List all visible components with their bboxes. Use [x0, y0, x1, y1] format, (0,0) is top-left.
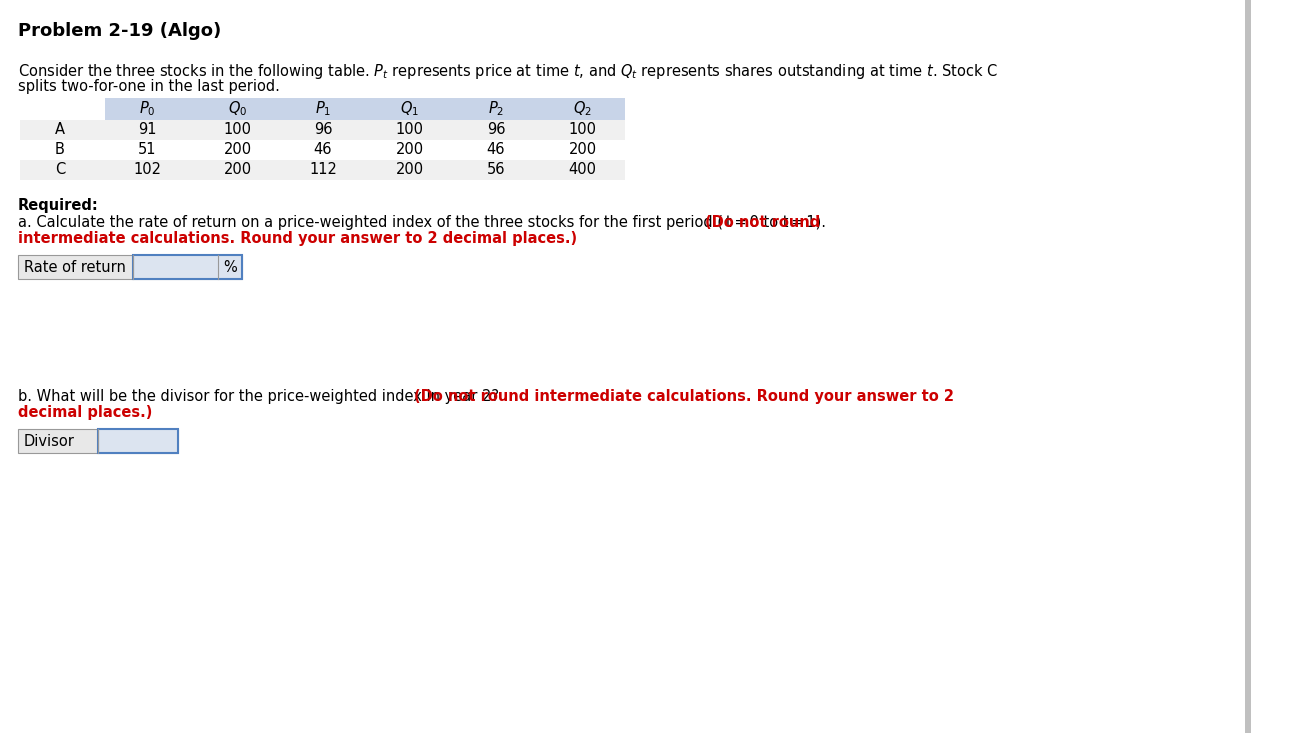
- Text: $P_0$: $P_0$: [140, 100, 155, 118]
- Text: 200: 200: [396, 163, 423, 177]
- Text: 100: 100: [396, 122, 423, 138]
- Text: 200: 200: [396, 142, 423, 158]
- Text: 56: 56: [487, 163, 505, 177]
- Text: C: C: [54, 163, 65, 177]
- Text: $P_1$: $P_1$: [314, 100, 331, 118]
- Bar: [19, 120, 625, 140]
- Text: b. What will be the divisor for the price-weighted index in year 2?: b. What will be the divisor for the pric…: [18, 389, 503, 404]
- Bar: [133, 255, 242, 279]
- Text: Problem 2-19 (Algo): Problem 2-19 (Algo): [18, 22, 221, 40]
- Text: 51: 51: [138, 142, 157, 158]
- Text: Rate of return: Rate of return: [25, 259, 126, 274]
- Text: 96: 96: [487, 122, 505, 138]
- Text: (Do not round intermediate calculations. Round your answer to 2: (Do not round intermediate calculations.…: [414, 389, 954, 404]
- Text: intermediate calculations. Round your answer to 2 decimal places.): intermediate calculations. Round your an…: [18, 231, 577, 246]
- Text: Required:: Required:: [18, 198, 98, 213]
- Text: %: %: [223, 259, 237, 274]
- Bar: [105, 98, 625, 120]
- Text: 200: 200: [568, 142, 597, 158]
- Text: 100: 100: [568, 122, 597, 138]
- Text: 200: 200: [224, 163, 251, 177]
- Text: A: A: [56, 122, 65, 138]
- Text: 46: 46: [313, 142, 333, 158]
- Text: 91: 91: [138, 122, 157, 138]
- Text: 102: 102: [133, 163, 162, 177]
- Text: $Q_2$: $Q_2$: [573, 100, 591, 118]
- Bar: [19, 160, 625, 180]
- Text: decimal places.): decimal places.): [18, 405, 153, 420]
- Text: B: B: [56, 142, 65, 158]
- Bar: [19, 140, 625, 160]
- Bar: [1245, 0, 1251, 733]
- Text: (Do not round: (Do not round: [705, 215, 820, 230]
- Text: 200: 200: [224, 142, 251, 158]
- Text: 112: 112: [309, 163, 336, 177]
- Text: 96: 96: [313, 122, 333, 138]
- Text: 100: 100: [224, 122, 251, 138]
- Bar: [18, 255, 242, 279]
- Text: Consider the three stocks in the following table. $P_t$ represents price at time: Consider the three stocks in the followi…: [18, 62, 998, 81]
- Text: $P_2$: $P_2$: [488, 100, 505, 118]
- Text: 400: 400: [568, 163, 597, 177]
- Bar: [98, 429, 179, 453]
- Text: $Q_0$: $Q_0$: [228, 100, 247, 118]
- Text: a. Calculate the rate of return on a price-weighted index of the three stocks fo: a. Calculate the rate of return on a pri…: [18, 215, 831, 230]
- Text: 46: 46: [487, 142, 505, 158]
- Bar: [18, 429, 179, 453]
- Text: Divisor: Divisor: [25, 433, 75, 449]
- Text: $Q_1$: $Q_1$: [400, 100, 419, 118]
- Text: splits two-for-one in the last period.: splits two-for-one in the last period.: [18, 79, 280, 94]
